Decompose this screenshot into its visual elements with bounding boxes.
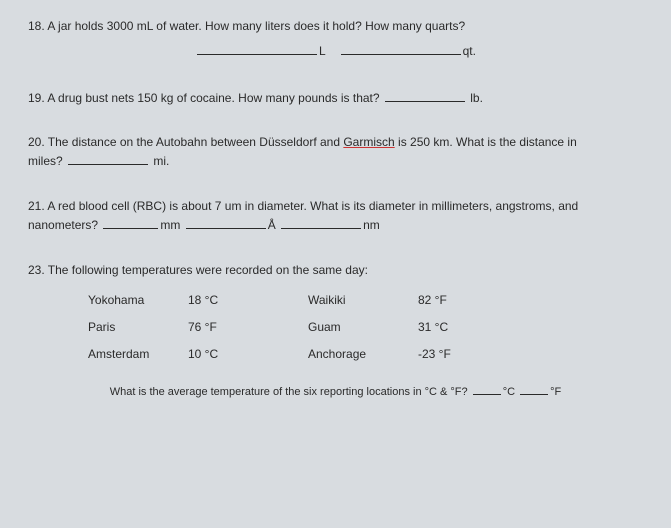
unit-c: °C xyxy=(503,386,515,398)
q21-line2: nanometers? xyxy=(28,218,98,232)
q23-final-text: What is the average temperature of the s… xyxy=(110,386,468,398)
q20-text-b: is 250 km. What is the distance in xyxy=(395,135,577,149)
value-cell: 10 °C xyxy=(188,346,308,363)
blank-avg-f xyxy=(520,381,548,395)
question-18: 18. A jar holds 3000 mL of water. How ma… xyxy=(28,18,643,60)
temperature-table: Yokohama 18 °C Waikiki 82 °F Paris 76 °F… xyxy=(88,292,643,362)
blank-nm xyxy=(281,215,361,229)
q18-answers: L qt. xyxy=(28,41,643,60)
unit-qt: qt. xyxy=(463,44,476,58)
q20-text-a: 20. The distance on the Autobahn between… xyxy=(28,135,343,149)
city-cell: Paris xyxy=(88,319,188,336)
city-cell: Yokohama xyxy=(88,292,188,309)
blank-liters xyxy=(197,41,317,55)
table-row: Paris 76 °F Guam 31 °C xyxy=(88,319,643,336)
blank-mm xyxy=(103,215,158,229)
blank-angstrom xyxy=(186,215,266,229)
unit-mm: mm xyxy=(160,218,180,232)
table-row: Yokohama 18 °C Waikiki 82 °F xyxy=(88,292,643,309)
blank-pounds xyxy=(385,88,465,102)
value-cell: 31 °C xyxy=(418,319,498,336)
question-21: 21. A red blood cell (RBC) is about 7 um… xyxy=(28,198,643,234)
city-cell: Guam xyxy=(308,319,418,336)
q19-text: 19. A drug bust nets 150 kg of cocaine. … xyxy=(28,91,380,105)
q18-text: 18. A jar holds 3000 mL of water. How ma… xyxy=(28,18,643,35)
value-cell: 18 °C xyxy=(188,292,308,309)
blank-quarts xyxy=(341,41,461,55)
unit-f: °F xyxy=(550,386,561,398)
blank-avg-c xyxy=(473,381,501,395)
q20-garmisch: Garmisch xyxy=(343,135,394,149)
q23-final: What is the average temperature of the s… xyxy=(28,381,643,400)
value-cell: 82 °F xyxy=(418,292,498,309)
blank-miles xyxy=(68,151,148,165)
table-row: Amsterdam 10 °C Anchorage -23 °F xyxy=(88,346,643,363)
q20-line2: miles? xyxy=(28,154,63,168)
q21-text: 21. A red blood cell (RBC) is about 7 um… xyxy=(28,199,578,213)
city-cell: Anchorage xyxy=(308,346,418,363)
unit-mi: mi. xyxy=(153,154,169,168)
value-cell: -23 °F xyxy=(418,346,498,363)
question-20: 20. The distance on the Autobahn between… xyxy=(28,134,643,170)
q23-text: 23. The following temperatures were reco… xyxy=(28,262,643,279)
value-cell: 76 °F xyxy=(188,319,308,336)
question-23: 23. The following temperatures were reco… xyxy=(28,262,643,401)
unit-nm: nm xyxy=(363,218,380,232)
city-cell: Amsterdam xyxy=(88,346,188,363)
city-cell: Waikiki xyxy=(308,292,418,309)
unit-angstrom: Å xyxy=(268,218,276,232)
unit-l: L xyxy=(319,44,325,58)
unit-lb: lb. xyxy=(470,91,483,105)
question-19: 19. A drug bust nets 150 kg of cocaine. … xyxy=(28,88,643,107)
